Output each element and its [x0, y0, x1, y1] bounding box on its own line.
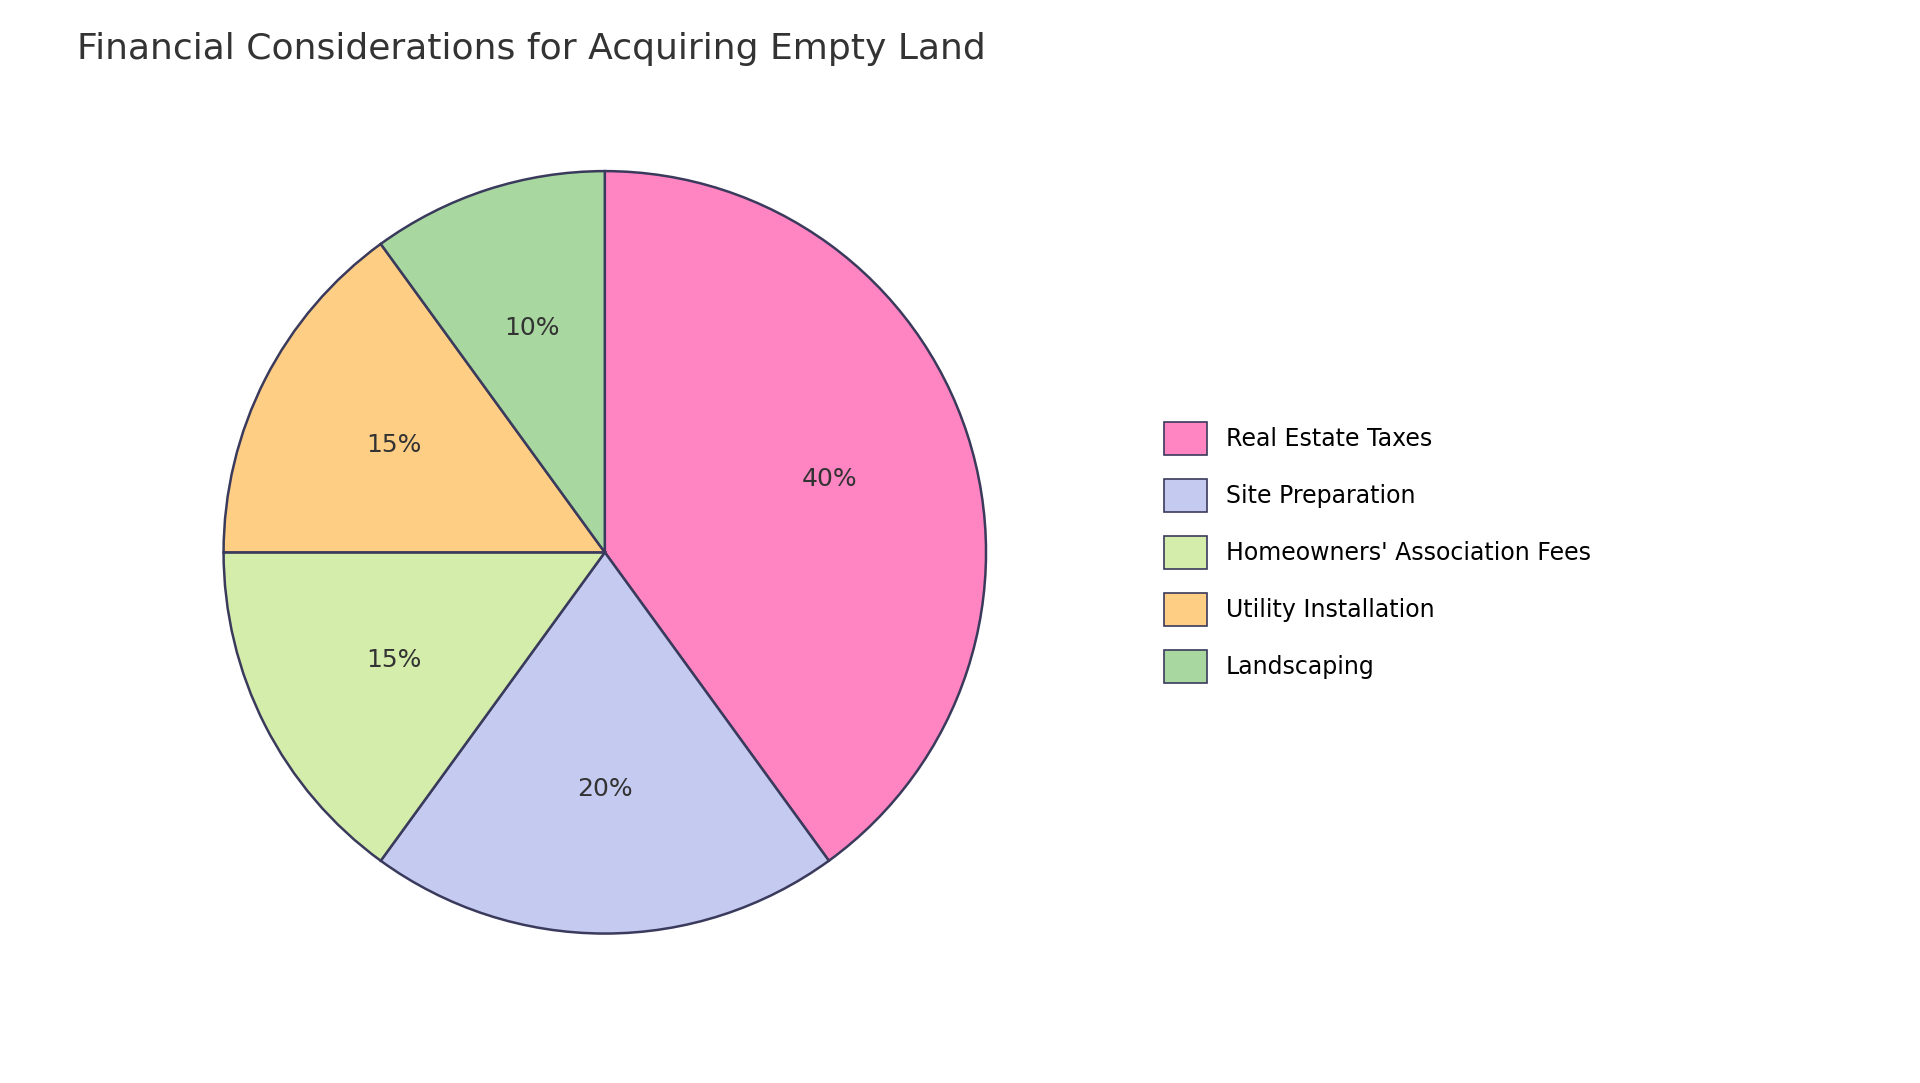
Wedge shape [380, 552, 829, 934]
Text: Financial Considerations for Acquiring Empty Land: Financial Considerations for Acquiring E… [77, 32, 985, 66]
Wedge shape [605, 171, 987, 861]
Text: 15%: 15% [367, 433, 422, 457]
Wedge shape [380, 171, 605, 552]
Text: 10%: 10% [505, 315, 559, 340]
Wedge shape [223, 244, 605, 552]
Wedge shape [223, 552, 605, 861]
Text: 20%: 20% [578, 777, 632, 800]
Text: 40%: 40% [803, 467, 858, 492]
Text: 15%: 15% [367, 648, 422, 671]
Legend: Real Estate Taxes, Site Preparation, Homeowners' Association Fees, Utility Insta: Real Estate Taxes, Site Preparation, Hom… [1140, 397, 1615, 707]
